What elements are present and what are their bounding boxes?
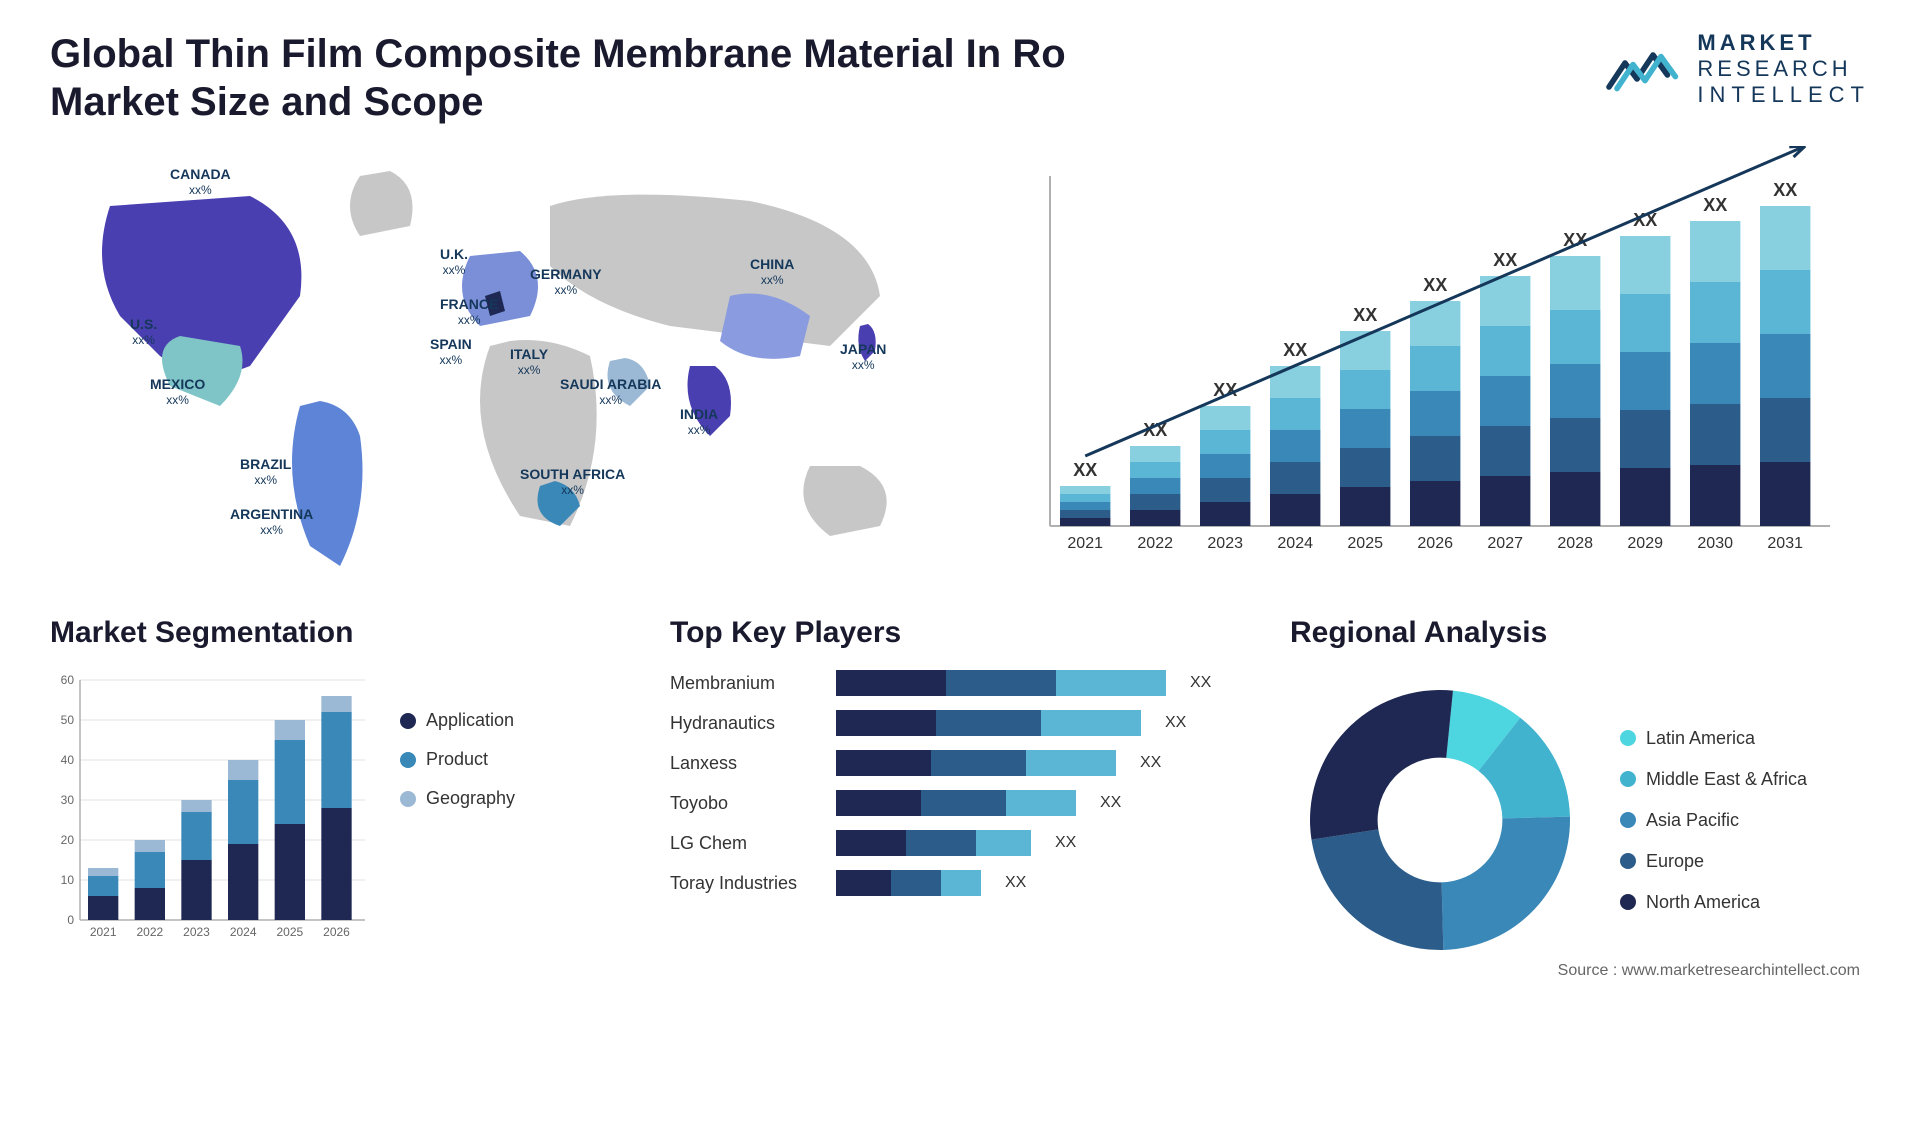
players-chart: MembraniumXXHydranauticsXXLanxessXXToyob… — [670, 670, 1250, 896]
map-label: GERMANYxx% — [530, 266, 602, 297]
player-name: Toray Industries — [670, 873, 820, 894]
map-label: ITALYxx% — [510, 346, 548, 377]
player-bar — [836, 710, 1141, 736]
map-label: U.S.xx% — [130, 316, 157, 347]
map-label: SAUDI ARABIAxx% — [560, 376, 661, 407]
svg-text:2030: 2030 — [1697, 535, 1733, 552]
player-value: XX — [1165, 714, 1186, 732]
svg-text:2026: 2026 — [1417, 535, 1453, 552]
segmentation-chart: 0 10 20 30 40 50 60 2021 2022 2023 2024 2025 2026 — [50, 670, 370, 950]
source-text: Source : www.marketresearchintellect.com — [1558, 962, 1860, 980]
logo-text-1: MARKET — [1697, 30, 1870, 56]
svg-text:XX: XX — [1283, 340, 1307, 360]
svg-text:XX: XX — [1773, 180, 1797, 200]
map-label: SPAINxx% — [430, 336, 472, 367]
player-bar — [836, 830, 1031, 856]
growth-bar-chart: 2021 XX 2022 XX 2023 XX 2024 XX 2025 XX 2026 XX 2027… — [990, 146, 1870, 586]
map-label: SOUTH AFRICAxx% — [520, 466, 625, 497]
segmentation-panel: Market Segmentation 0 10 20 30 40 50 60 2021 202… — [50, 616, 630, 970]
svg-text:60: 60 — [61, 673, 75, 687]
player-bar — [836, 790, 1076, 816]
svg-text:XX: XX — [1493, 250, 1517, 270]
player-row: Membranium XX — [670, 670, 1250, 696]
logo-icon — [1605, 37, 1685, 102]
logo-text-2: RESEARCH — [1697, 56, 1870, 82]
svg-text:XX: XX — [1703, 195, 1727, 215]
svg-text:10: 10 — [61, 873, 75, 887]
svg-text:2029: 2029 — [1627, 535, 1663, 552]
svg-text:2024: 2024 — [1277, 535, 1313, 552]
svg-text:2021: 2021 — [90, 925, 117, 939]
svg-text:2021: 2021 — [1067, 535, 1103, 552]
player-bar — [836, 670, 1166, 696]
player-row: LG Chem XX — [670, 830, 1250, 856]
svg-text:20: 20 — [61, 833, 75, 847]
legend-item: Middle East & Africa — [1620, 769, 1807, 790]
players-title: Top Key Players — [670, 616, 1250, 650]
svg-text:40: 40 — [61, 753, 75, 767]
map-label: FRANCExx% — [440, 296, 498, 327]
svg-text:50: 50 — [61, 713, 75, 727]
player-bar — [836, 870, 981, 896]
svg-text:2027: 2027 — [1487, 535, 1523, 552]
svg-text:2025: 2025 — [1347, 535, 1383, 552]
svg-text:XX: XX — [1073, 460, 1097, 480]
regional-title: Regional Analysis — [1290, 616, 1870, 650]
svg-text:2031: 2031 — [1767, 535, 1803, 552]
map-label: JAPANxx% — [840, 341, 886, 372]
svg-text:2024: 2024 — [230, 925, 257, 939]
segmentation-title: Market Segmentation — [50, 616, 630, 650]
legend-item: North America — [1620, 892, 1807, 913]
player-value: XX — [1005, 874, 1026, 892]
svg-text:2022: 2022 — [136, 925, 163, 939]
player-row: Toyobo XX — [670, 790, 1250, 816]
svg-text:2026: 2026 — [323, 925, 350, 939]
map-label: CANADAxx% — [170, 166, 231, 197]
player-name: LG Chem — [670, 833, 820, 854]
legend-item: Product — [400, 749, 515, 770]
legend-item: Geography — [400, 788, 515, 809]
svg-text:2025: 2025 — [276, 925, 303, 939]
regional-legend: Latin America Middle East & Africa Asia Pa… — [1620, 728, 1807, 913]
svg-text:30: 30 — [61, 793, 75, 807]
player-name: Lanxess — [670, 753, 820, 774]
segmentation-legend: Application Product Geography — [400, 670, 515, 950]
player-row: Hydranautics XX — [670, 710, 1250, 736]
svg-text:2028: 2028 — [1557, 535, 1593, 552]
svg-text:XX: XX — [1353, 305, 1377, 325]
player-value: XX — [1140, 754, 1161, 772]
map-label: MEXICOxx% — [150, 376, 205, 407]
map-label: CHINAxx% — [750, 256, 794, 287]
player-name: Membranium — [670, 673, 820, 694]
logo-text-3: INTELLECT — [1697, 82, 1870, 108]
player-value: XX — [1100, 794, 1121, 812]
svg-text:2022: 2022 — [1137, 535, 1173, 552]
legend-item: Europe — [1620, 851, 1807, 872]
svg-text:XX: XX — [1423, 275, 1447, 295]
world-map: CANADAxx% U.S.xx% MEXICOxx% BRAZILxx% ARGENT… — [50, 146, 950, 586]
player-value: XX — [1055, 834, 1076, 852]
map-label: BRAZILxx% — [240, 456, 291, 487]
regional-donut-chart — [1290, 670, 1590, 970]
map-label: ARGENTINAxx% — [230, 506, 313, 537]
regional-panel: Regional Analysis Latin America Middle Ea… — [1290, 616, 1870, 970]
players-panel: Top Key Players MembraniumXXHydranautics… — [670, 616, 1250, 970]
logo: MARKET RESEARCH INTELLECT — [1605, 30, 1870, 108]
player-row: Lanxess XX — [670, 750, 1250, 776]
player-row: Toray Industries XX — [670, 870, 1250, 896]
legend-item: Application — [400, 710, 515, 731]
player-bar — [836, 750, 1116, 776]
svg-text:2023: 2023 — [1207, 535, 1243, 552]
legend-item: Asia Pacific — [1620, 810, 1807, 831]
legend-item: Latin America — [1620, 728, 1807, 749]
svg-text:0: 0 — [67, 913, 74, 927]
svg-text:2023: 2023 — [183, 925, 210, 939]
page-title: Global Thin Film Composite Membrane Mate… — [50, 30, 1150, 126]
map-label: U.K.xx% — [440, 246, 468, 277]
player-value: XX — [1190, 674, 1211, 692]
player-name: Toyobo — [670, 793, 820, 814]
player-name: Hydranautics — [670, 713, 820, 734]
map-label: INDIAxx% — [680, 406, 718, 437]
